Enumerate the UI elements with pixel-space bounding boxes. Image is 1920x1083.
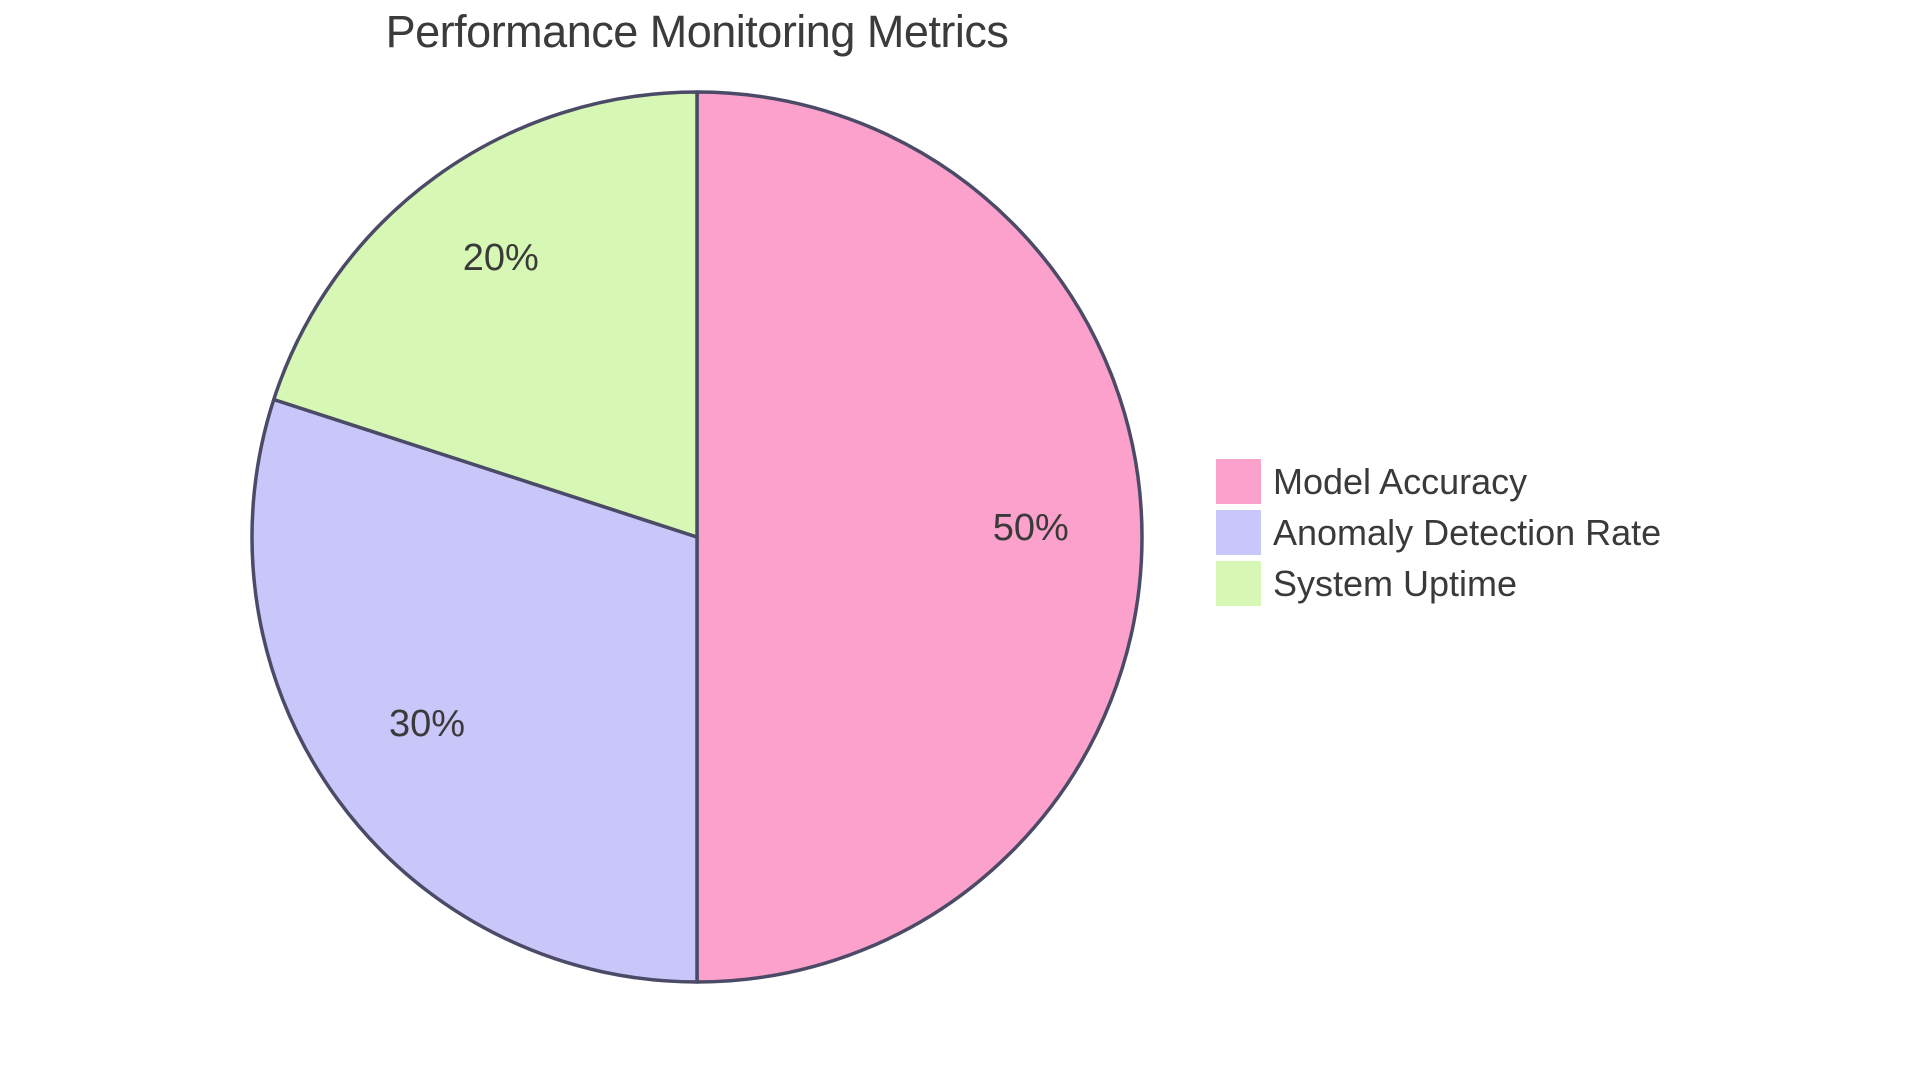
chart-title: Performance Monitoring Metrics [385,6,1009,57]
legend-swatch-model-accuracy [1216,459,1261,504]
legend-swatch-anomaly-detection-rate [1216,510,1261,555]
legend-item-model-accuracy[interactable]: Model Accuracy [1216,459,1661,504]
legend-swatch-system-uptime [1216,561,1261,606]
legend-item-system-uptime[interactable]: System Uptime [1216,561,1661,606]
legend-label: Anomaly Detection Rate [1273,511,1662,553]
legend: Model Accuracy Anomaly Detection Rate Sy… [1216,459,1661,612]
pie-slice-model-accuracy[interactable] [695,90,1144,984]
pie-slice-anomaly-detection-rate[interactable] [250,397,699,984]
legend-label: Model Accuracy [1273,460,1528,502]
slice-percentage-label: 30% [389,703,465,745]
legend-label: System Uptime [1273,562,1518,604]
legend-item-anomaly-detection-rate[interactable]: Anomaly Detection Rate [1216,510,1661,555]
pie-slice-system-uptime[interactable] [272,90,699,539]
slice-percentage-label: 50% [993,507,1069,549]
slice-percentage-label: 20% [463,237,539,279]
